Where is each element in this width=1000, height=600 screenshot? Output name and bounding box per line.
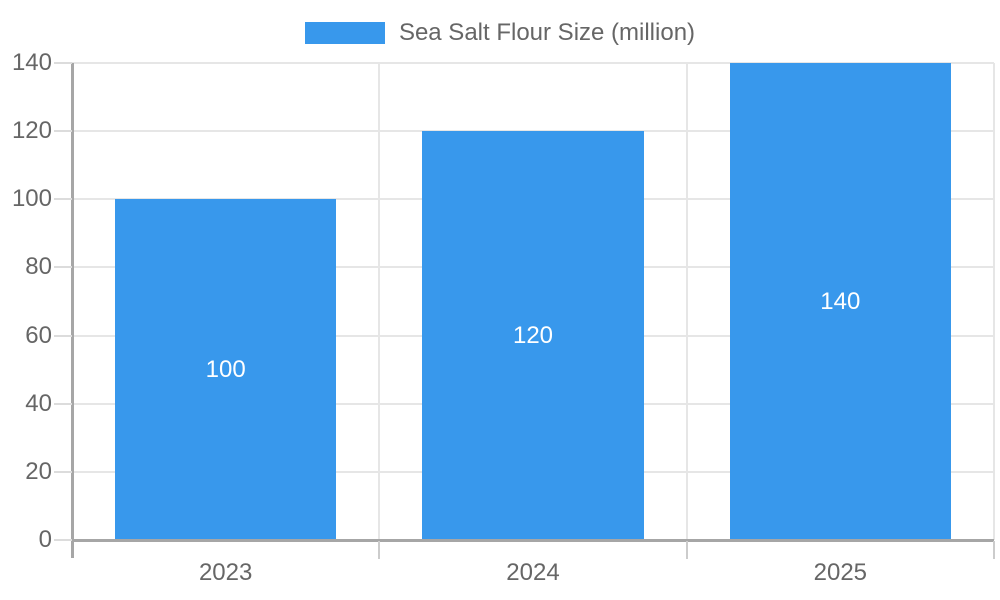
x-gridline [378,63,381,540]
y-tick-mark [54,266,72,269]
bar-2024[interactable]: 120 [422,131,644,540]
y-tick-mark [54,539,72,541]
y-tick-mark [54,130,72,133]
y-gridline [72,130,994,133]
y-axis-label: 120 [11,117,52,145]
y-gridline [72,62,994,64]
y-axis-line [71,63,74,558]
y-axis-label: 0 [38,526,52,553]
y-axis-label: 60 [25,321,52,349]
y-tick-mark [54,470,72,473]
y-axis-label: 20 [25,457,52,485]
y-axis-label: 80 [25,253,52,281]
y-tick-mark [54,62,72,64]
y-tick-mark [54,334,72,337]
x-axis-label: 2025 [813,559,868,586]
y-tick-mark [54,402,72,405]
y-tick-mark [54,198,72,201]
bar-value-label: 100 [205,355,246,383]
x-tick-mark [685,541,688,559]
x-tick-mark [993,541,995,559]
x-tick-mark [378,541,381,559]
x-gridline [993,63,995,540]
y-axis-label: 100 [11,185,52,213]
bar-value-label: 120 [512,321,554,349]
bar-value-label: 140 [820,287,861,315]
x-axis-label: 2023 [198,559,253,586]
bar-2023[interactable]: 100 [115,199,337,540]
y-axis-label: 140 [11,49,52,76]
plot-area: 100 120 140 [72,62,995,540]
legend: Sea Salt Flour Size (million) [0,18,1000,48]
legend-label: Sea Salt Flour Size (million) [398,19,696,46]
y-axis-label: 40 [25,389,52,417]
legend-item[interactable]: Sea Salt Flour Size (million) [304,19,696,47]
x-axis-label: 2024 [506,559,560,586]
x-gridline [685,63,688,540]
legend-swatch-icon [304,22,385,44]
x-axis-line [72,539,994,542]
bar-2025[interactable]: 140 [729,63,951,540]
